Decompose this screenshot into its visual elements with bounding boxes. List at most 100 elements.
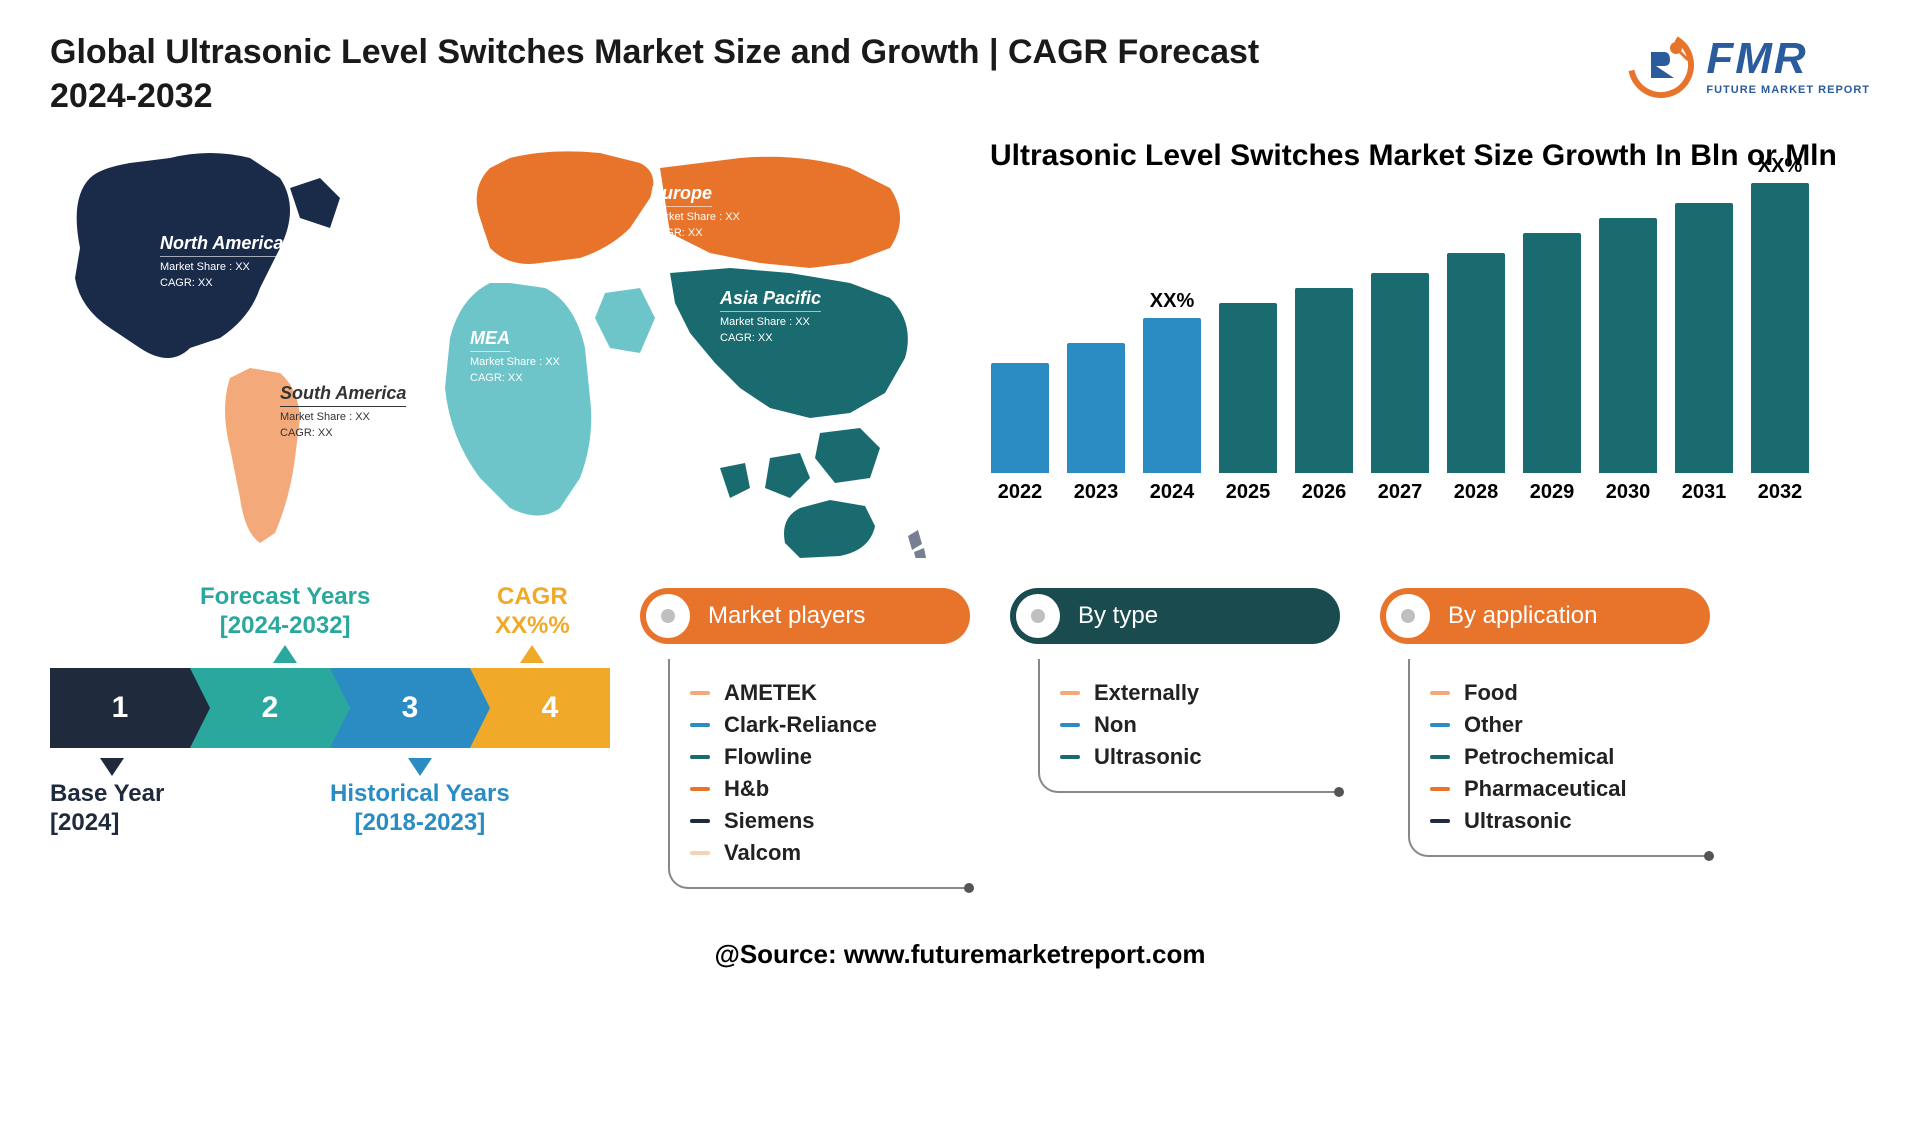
list-item: Non bbox=[1060, 712, 1330, 738]
chart-title: Ultrasonic Level Switches Market Size Gr… bbox=[990, 138, 1870, 174]
bar bbox=[991, 363, 1049, 473]
list-item: Pharmaceutical bbox=[1430, 776, 1700, 802]
bar bbox=[1067, 343, 1125, 473]
bar-column: 2031 bbox=[1674, 203, 1734, 504]
bar-column: 2029 bbox=[1522, 233, 1582, 504]
lower-section: Forecast Years [2024-2032] CAGR XX%% 123… bbox=[50, 588, 1870, 889]
bar-column: 2023 bbox=[1066, 343, 1126, 504]
timeline-cagr-label: CAGR XX%% bbox=[495, 583, 570, 663]
item-label: AMETEK bbox=[724, 680, 817, 706]
source-footer: @Source: www.futuremarketreport.com bbox=[50, 939, 1870, 970]
bar-year-label: 2028 bbox=[1454, 481, 1499, 504]
list-item: Food bbox=[1430, 680, 1700, 706]
region-eu-label: Europe Market Share : XX CAGR: XX bbox=[650, 183, 740, 241]
item-label: Non bbox=[1094, 712, 1137, 738]
bar-chart: Ultrasonic Level Switches Market Size Gr… bbox=[980, 138, 1870, 504]
bar-column: 2025 bbox=[1218, 303, 1278, 504]
region-na-label: North America Market Share : XX CAGR: XX bbox=[160, 233, 283, 291]
timeline-forecast-label: Forecast Years [2024-2032] bbox=[200, 583, 370, 663]
bar-top-label: XX% bbox=[1758, 155, 1802, 178]
upper-section: North America Market Share : XX CAGR: XX… bbox=[50, 138, 1870, 558]
timeline-historical-label: Historical Years [2018-2023] bbox=[330, 758, 510, 838]
item-label: H&b bbox=[724, 776, 769, 802]
item-dash-icon bbox=[690, 819, 710, 823]
pill-group: By type Externally Non Ultrasonic bbox=[1010, 588, 1340, 889]
item-label: Pharmaceutical bbox=[1464, 776, 1627, 802]
item-dash-icon bbox=[1060, 723, 1080, 727]
region-au-shape bbox=[784, 500, 875, 558]
header: Global Ultrasonic Level Switches Market … bbox=[50, 30, 1870, 118]
region-mea-shape bbox=[445, 283, 655, 516]
item-dash-icon bbox=[1430, 755, 1450, 759]
pill-bubble-icon bbox=[1016, 594, 1060, 638]
pill-header-label: By application bbox=[1448, 602, 1597, 630]
item-dash-icon bbox=[1430, 819, 1450, 823]
item-label: Flowline bbox=[724, 744, 812, 770]
list-item: Ultrasonic bbox=[1060, 744, 1330, 770]
bar bbox=[1675, 203, 1733, 473]
list-item: AMETEK bbox=[690, 680, 960, 706]
bar-column: 2022 bbox=[990, 363, 1050, 504]
item-label: Other bbox=[1464, 712, 1523, 738]
pill-bubble-icon bbox=[646, 594, 690, 638]
region-mea-label: MEA Market Share : XX CAGR: XX bbox=[470, 328, 560, 386]
bar-year-label: 2026 bbox=[1302, 481, 1347, 504]
bar-year-label: 2023 bbox=[1074, 481, 1119, 504]
item-label: Ultrasonic bbox=[1094, 744, 1202, 770]
pill-body: AMETEK Clark-Reliance Flowline H&b Siemens Va… bbox=[668, 659, 970, 889]
item-dash-icon bbox=[1060, 691, 1080, 695]
item-label: Externally bbox=[1094, 680, 1199, 706]
list-item: Other bbox=[1430, 712, 1700, 738]
timeline-section: Forecast Years [2024-2032] CAGR XX%% 123… bbox=[50, 588, 610, 748]
bar-year-label: 2025 bbox=[1226, 481, 1271, 504]
bar-column: XX%2032 bbox=[1750, 183, 1810, 504]
list-item: Petrochemical bbox=[1430, 744, 1700, 770]
timeline-segment: 1 bbox=[50, 668, 190, 748]
list-item: H&b bbox=[690, 776, 960, 802]
list-item: Flowline bbox=[690, 744, 960, 770]
logo-text: FMR FUTURE MARKET REPORT bbox=[1706, 34, 1870, 96]
item-dash-icon bbox=[690, 787, 710, 791]
pill-body: Food Other Petrochemical Pharmaceutical Ultr… bbox=[1408, 659, 1710, 857]
item-label: Clark-Reliance bbox=[724, 712, 877, 738]
bar-year-label: 2022 bbox=[998, 481, 1043, 504]
pill-header-label: Market players bbox=[708, 602, 865, 630]
region-sa-label: South America Market Share : XX CAGR: XX bbox=[280, 383, 406, 441]
item-dash-icon bbox=[690, 691, 710, 695]
item-label: Petrochemical bbox=[1464, 744, 1614, 770]
bar bbox=[1447, 253, 1505, 473]
list-item: Siemens bbox=[690, 808, 960, 834]
bar-year-label: 2029 bbox=[1530, 481, 1575, 504]
segment-pills: Market players AMETEK Clark-Reliance Flowli… bbox=[640, 588, 1870, 889]
logo-acronym: FMR bbox=[1706, 34, 1870, 84]
timeline-segment: 3 bbox=[330, 668, 470, 748]
list-item: Clark-Reliance bbox=[690, 712, 960, 738]
pill-bubble-icon bbox=[1386, 594, 1430, 638]
timeline-base-label: Base Year [2024] bbox=[50, 758, 164, 838]
bars-container: 20222023XX%20242025202620272028202920302… bbox=[980, 194, 1870, 504]
item-dash-icon bbox=[690, 723, 710, 727]
bar-column: 2030 bbox=[1598, 218, 1658, 504]
bar-column: XX%2024 bbox=[1142, 318, 1202, 504]
logo-icon bbox=[1626, 30, 1696, 100]
bar-top-label: XX% bbox=[1150, 290, 1194, 313]
item-dash-icon bbox=[1430, 723, 1450, 727]
bar-column: 2028 bbox=[1446, 253, 1506, 504]
bar-year-label: 2024 bbox=[1150, 481, 1195, 504]
list-item: Valcom bbox=[690, 840, 960, 866]
bar bbox=[1143, 318, 1201, 473]
bar bbox=[1371, 273, 1429, 473]
bar-column: 2026 bbox=[1294, 288, 1354, 504]
pill-header: By type bbox=[1010, 588, 1340, 644]
list-item: Ultrasonic bbox=[1430, 808, 1700, 834]
list-item: Externally bbox=[1060, 680, 1330, 706]
bar bbox=[1599, 218, 1657, 473]
bar bbox=[1751, 183, 1809, 473]
item-dash-icon bbox=[690, 755, 710, 759]
timeline-segment: 2 bbox=[190, 668, 330, 748]
timeline-bar: 1234 bbox=[50, 668, 610, 748]
pill-group: Market players AMETEK Clark-Reliance Flowli… bbox=[640, 588, 970, 889]
bar-year-label: 2027 bbox=[1378, 481, 1423, 504]
pill-body: Externally Non Ultrasonic bbox=[1038, 659, 1340, 793]
bar bbox=[1523, 233, 1581, 473]
